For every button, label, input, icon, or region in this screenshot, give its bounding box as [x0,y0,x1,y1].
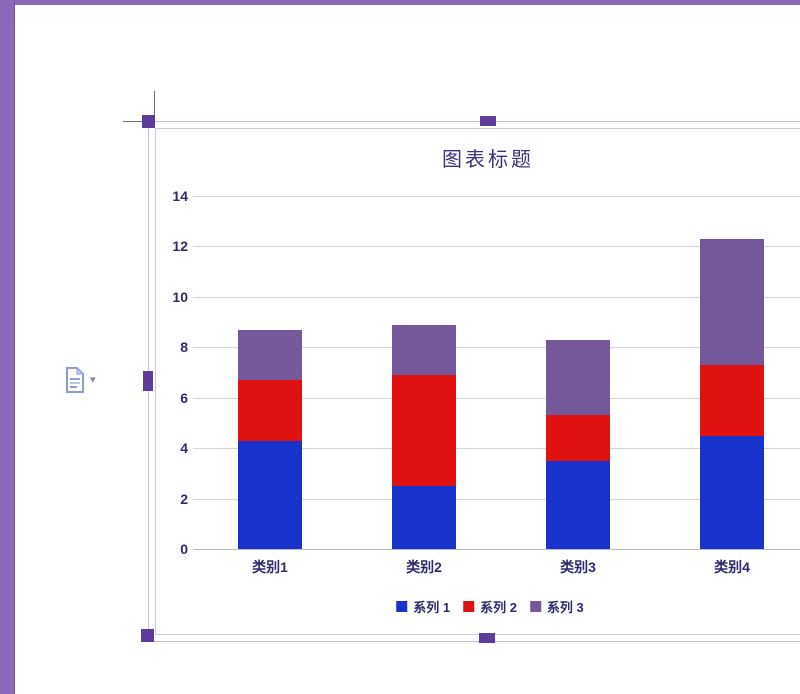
layout-options-button[interactable]: ▾ [64,366,108,394]
legend-label: 系列 1 [413,600,451,615]
resize-handle-bottom-left[interactable] [141,629,154,642]
window-left-edge [0,0,15,694]
anchor-crosshair-horizontal [123,121,142,122]
window-top-edge [0,0,800,5]
anchor-crosshair-vertical [154,91,155,116]
chart-legend[interactable]: 系列 1 系列 2 系列 3 [396,597,584,616]
chevron-down-icon: ▾ [90,373,96,386]
legend-swatch-icon [529,601,541,612]
legend-item-系列 1[interactable]: 系列 1 [396,597,450,616]
resize-handle-bottom-center[interactable] [479,633,495,643]
legend-swatch-icon [463,601,475,612]
resize-handle-left-middle[interactable] [143,371,153,391]
layout-options-icon [64,367,86,393]
legend-swatch-icon [396,601,408,612]
resize-handle-top-center[interactable] [480,116,496,126]
chart-title[interactable]: 图表标题 [442,149,534,171]
legend-item-系列 3[interactable]: 系列 3 [529,597,584,616]
legend-label: 系列 3 [546,600,584,615]
legend-label: 系列 2 [480,600,517,615]
legend-item-系列 2[interactable]: 系列 2 [463,597,517,616]
resize-handle-top-left[interactable] [142,115,155,128]
chart-selection-frame[interactable] [148,121,800,642]
